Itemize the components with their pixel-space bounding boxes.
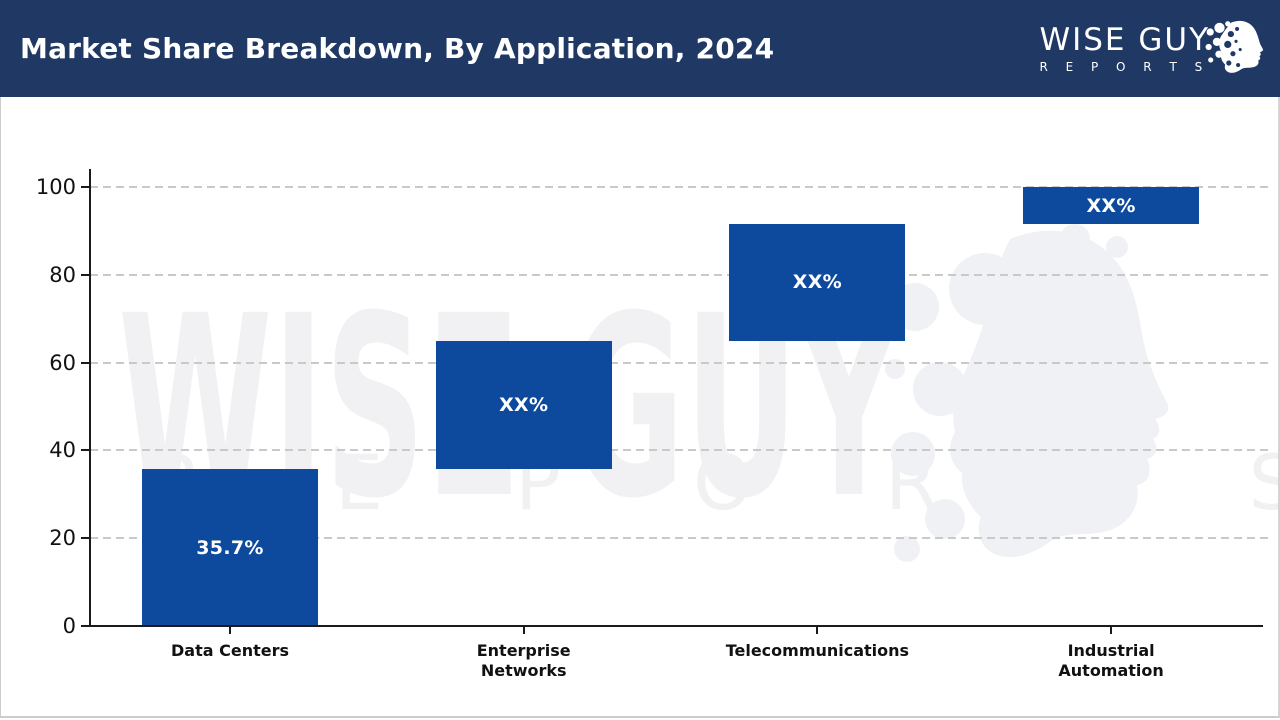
- header-bar: Market Share Breakdown, By Application, …: [0, 0, 1280, 97]
- bar-data-centers: 35.7%: [142, 469, 318, 626]
- gridline-y-100: [90, 186, 1272, 188]
- y-axis-tick-label: 60: [49, 350, 76, 375]
- y-axis-tick: [81, 361, 89, 364]
- category-label-line: Enterprise: [476, 641, 571, 660]
- x-axis-spine: [89, 625, 1263, 627]
- x-axis-category-label: Data Centers: [110, 641, 350, 661]
- bar-telecommunications: XX%: [729, 224, 906, 341]
- brand-logo-text: WISE GUY R E P O R T S: [1039, 23, 1210, 74]
- y-axis-tick-label: 80: [49, 262, 76, 287]
- category-label-line: Telecommunications: [725, 641, 910, 660]
- watermark-face-profile-dots-icon: [885, 219, 1175, 568]
- y-axis-tick-label: 40: [49, 438, 76, 463]
- bar-value-label: 35.7%: [196, 536, 264, 559]
- gridline-y-60: [90, 361, 1272, 364]
- y-axis-tick-label: 100: [35, 175, 76, 199]
- y-axis-spine: [89, 169, 91, 627]
- brand-subtitle: R E P O R T S: [1039, 60, 1210, 74]
- x-axis-category-label: Industrial Automation: [991, 641, 1231, 681]
- gridline-y-80: [90, 273, 1272, 276]
- bar-value-label: XX%: [499, 393, 549, 416]
- brand-name: WISE GUY: [1039, 22, 1210, 58]
- chart-plot-area: WISE GUY R E P O R T S 0 20 40 60 80 100 35: [0, 97, 1280, 720]
- bar-value-label: XX%: [1086, 194, 1136, 217]
- gridline-y-20: [90, 537, 1272, 540]
- y-axis-tick: [81, 449, 89, 452]
- y-axis-tick-label: 20: [49, 526, 76, 551]
- face-profile-dots-icon: [1204, 4, 1266, 94]
- bar-enterprise-networks: XX%: [435, 340, 612, 470]
- y-axis-tick: [81, 537, 89, 540]
- bar-value-label: XX%: [792, 271, 843, 294]
- x-axis-category-label: Enterprise Networks: [404, 641, 644, 681]
- brand-logo: WISE GUY R E P O R T S: [1039, 4, 1266, 94]
- gridline-y-40: [90, 449, 1272, 452]
- y-axis-tick: [81, 625, 89, 627]
- x-axis-category-label: Telecommunications: [697, 641, 937, 661]
- category-label-line: Networks: [480, 661, 567, 680]
- category-label-line: Data Centers: [171, 641, 289, 660]
- page-title: Market Share Breakdown, By Application, …: [20, 32, 775, 65]
- category-label-line: Industrial: [1067, 641, 1155, 660]
- bar-industrial-automation: XX%: [1023, 187, 1200, 225]
- x-axis-tick: [816, 627, 819, 634]
- x-axis-tick: [522, 627, 525, 634]
- y-axis-tick-label: 0: [62, 614, 76, 638]
- category-label-line: Automation: [1058, 661, 1164, 680]
- x-axis-tick: [229, 627, 231, 634]
- x-axis-tick: [1110, 627, 1113, 634]
- y-axis-tick: [81, 186, 89, 188]
- y-axis-tick: [81, 273, 89, 276]
